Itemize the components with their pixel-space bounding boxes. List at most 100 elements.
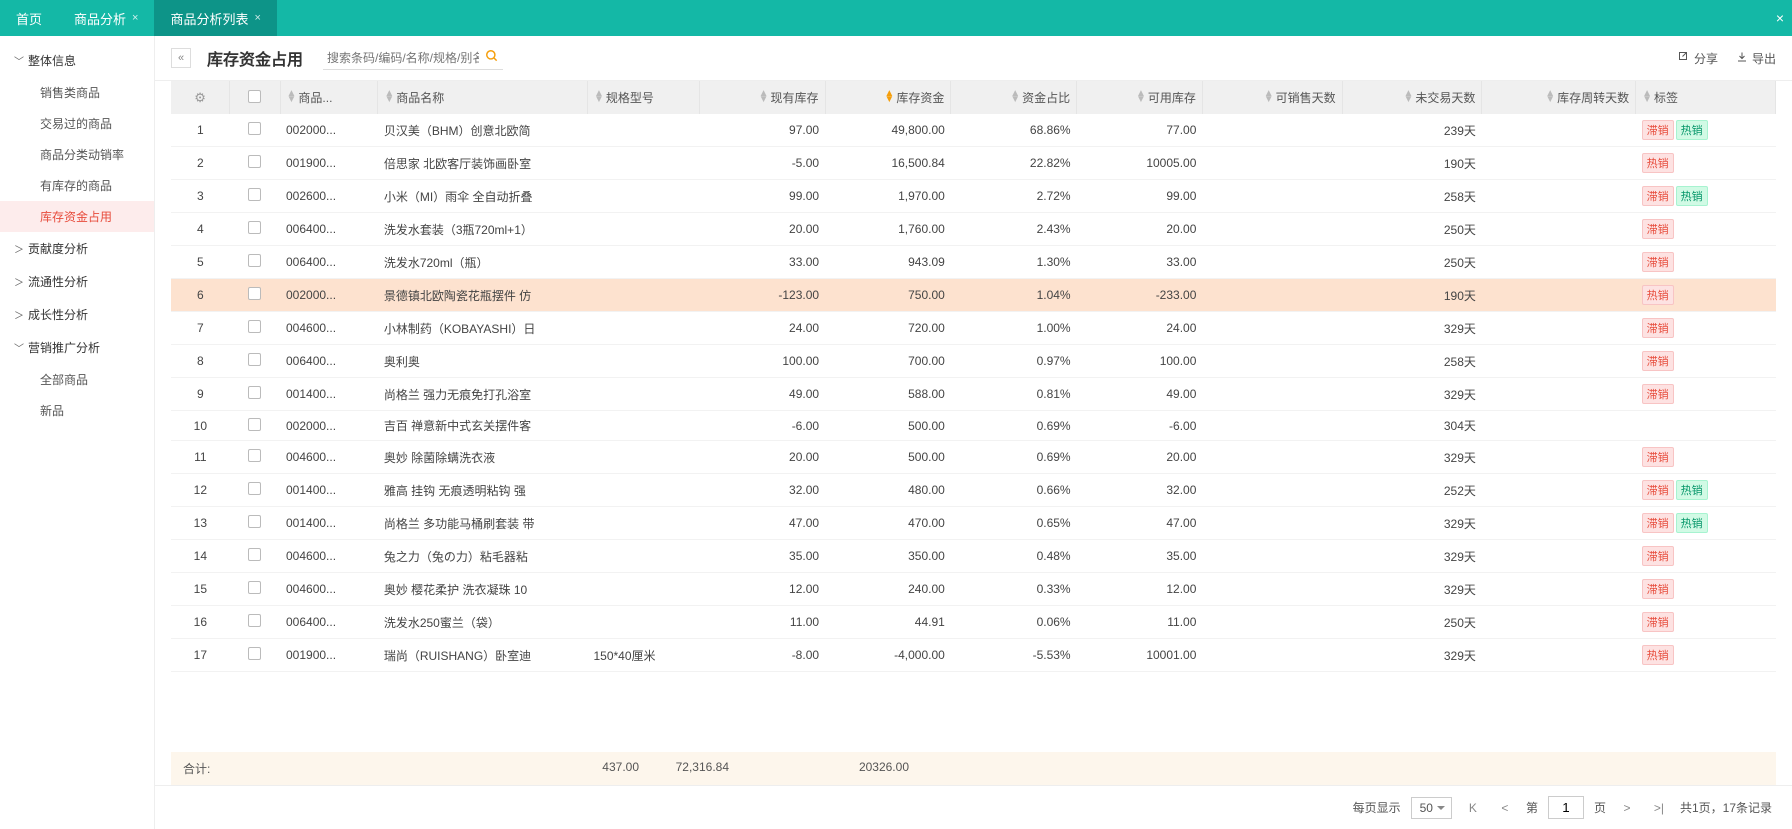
- sort-icon: ▲▼: [287, 91, 297, 103]
- tab-1[interactable]: 商品分析×: [58, 0, 154, 36]
- table-row[interactable]: 14004600...兔之力（兔の力）粘毛器粘35.00350.000.48%3…: [171, 540, 1776, 573]
- sidebar-item[interactable]: 商品分类动销率: [0, 139, 154, 170]
- cell-avail: 47.00: [1077, 507, 1203, 540]
- sidebar-item[interactable]: 有库存的商品: [0, 170, 154, 201]
- table-row[interactable]: 7004600...小林制药（KOBAYASHI）日24.00720.001.0…: [171, 312, 1776, 345]
- tab-0[interactable]: 首页: [0, 0, 58, 36]
- tab-2[interactable]: 商品分析列表×: [154, 0, 276, 36]
- cell-name: 雅高 挂钩 无痕透明粘钩 强: [378, 474, 588, 507]
- column-header-saledays[interactable]: ▲▼可销售天数: [1202, 81, 1342, 114]
- table-row[interactable]: 8006400...奥利奥100.00700.000.97%100.00258天…: [171, 345, 1776, 378]
- row-checkbox[interactable]: [248, 122, 261, 135]
- cell-spec: [587, 474, 699, 507]
- table-row[interactable]: 5006400...洗发水720ml（瓶）33.00943.091.30%33.…: [171, 246, 1776, 279]
- page-first-button[interactable]: K: [1462, 797, 1484, 819]
- column-header-nodeal[interactable]: ▲▼未交易天数: [1342, 81, 1482, 114]
- sidebar-item[interactable]: 新品: [0, 395, 154, 426]
- cell-tags: 滞销: [1636, 540, 1776, 573]
- cell-avail: 32.00: [1077, 474, 1203, 507]
- table-row[interactable]: 3002600...小米（MI）雨伞 全自动折叠99.001,970.002.7…: [171, 180, 1776, 213]
- cell-nodeal: 304天: [1342, 411, 1482, 441]
- table-row[interactable]: 10002000...吉百 禅意新中式玄关摆件客-6.00500.000.69%…: [171, 411, 1776, 441]
- table-row[interactable]: 2001900...倍思家 北欧客厅装饰画卧室-5.0016,500.8422.…: [171, 147, 1776, 180]
- row-checkbox[interactable]: [248, 614, 261, 627]
- collapse-sidebar-button[interactable]: «: [171, 48, 191, 68]
- table-row[interactable]: 12001400...雅高 挂钩 无痕透明粘钩 强32.00480.000.66…: [171, 474, 1776, 507]
- gear-icon[interactable]: ⚙: [194, 90, 206, 105]
- sidebar-item[interactable]: 库存资金占用: [0, 201, 154, 232]
- column-header-stock[interactable]: ▲▼现有库存: [699, 81, 825, 114]
- cell-chk: [230, 180, 280, 213]
- sidebar-item[interactable]: 销售类商品: [0, 77, 154, 108]
- sidebar-group-4[interactable]: ﹀营销推广分析: [0, 331, 154, 364]
- sidebar-group-label: 整体信息: [28, 52, 76, 69]
- export-button[interactable]: 导出: [1736, 50, 1776, 67]
- sidebar-item[interactable]: 全部商品: [0, 364, 154, 395]
- row-checkbox[interactable]: [248, 353, 261, 366]
- table-row[interactable]: 4006400...洗发水套装（3瓶720ml+1）20.001,760.002…: [171, 213, 1776, 246]
- chevron-down-icon: ﹀: [14, 53, 24, 68]
- row-checkbox[interactable]: [248, 155, 261, 168]
- table-row[interactable]: 15004600...奥妙 樱花柔护 洗衣凝珠 1012.00240.000.3…: [171, 573, 1776, 606]
- page-last-button[interactable]: >|: [1648, 797, 1670, 819]
- row-checkbox[interactable]: [248, 449, 261, 462]
- row-checkbox[interactable]: [248, 386, 261, 399]
- table-row[interactable]: 9001400...尚格兰 强力无痕免打孔浴室49.00588.000.81%4…: [171, 378, 1776, 411]
- share-button[interactable]: 分享: [1678, 50, 1718, 67]
- cell-pct: 0.66%: [951, 474, 1077, 507]
- sort-icon: ▲▼: [1136, 91, 1146, 103]
- tag-hot: 热销: [1676, 480, 1708, 500]
- page-prev-button[interactable]: <: [1494, 797, 1516, 819]
- table-row[interactable]: 17001900...瑞尚（RUISHANG）卧室迪150*40厘米-8.00-…: [171, 639, 1776, 672]
- column-header-turndays[interactable]: ▲▼库存周转天数: [1482, 81, 1636, 114]
- row-checkbox[interactable]: [248, 188, 261, 201]
- row-checkbox[interactable]: [248, 287, 261, 300]
- row-checkbox[interactable]: [248, 647, 261, 660]
- chevron-right-icon: ＞: [14, 241, 24, 256]
- cell-idx: 2: [171, 147, 230, 180]
- tab-close-icon[interactable]: ×: [132, 12, 138, 24]
- row-checkbox[interactable]: [248, 581, 261, 594]
- row-checkbox[interactable]: [248, 418, 261, 431]
- sidebar-group-1[interactable]: ＞贡献度分析: [0, 232, 154, 265]
- sidebar-group-0[interactable]: ﹀ 整体信息: [0, 44, 154, 77]
- row-checkbox[interactable]: [248, 482, 261, 495]
- cell-tags: 滞销热销: [1636, 180, 1776, 213]
- cell-turndays: [1482, 246, 1636, 279]
- column-header-pct[interactable]: ▲▼资金占比: [951, 81, 1077, 114]
- table-row[interactable]: 16006400...洗发水250蜜兰（袋）11.0044.910.06%11.…: [171, 606, 1776, 639]
- table-row[interactable]: 6002000...景德镇北欧陶瓷花瓶摆件 仿-123.00750.001.04…: [171, 279, 1776, 312]
- search-icon[interactable]: [485, 49, 499, 66]
- table-row[interactable]: 13001400...尚格兰 多功能马桶刷套装 带47.00470.000.65…: [171, 507, 1776, 540]
- row-checkbox[interactable]: [248, 515, 261, 528]
- cell-stock: -6.00: [699, 411, 825, 441]
- cell-code: 001900...: [280, 639, 378, 672]
- column-label: 规格型号: [606, 91, 654, 105]
- column-header-funds[interactable]: ▲▼库存资金: [825, 81, 951, 114]
- checkbox-all[interactable]: [248, 90, 261, 103]
- page-input[interactable]: [1548, 796, 1584, 819]
- page-next-button[interactable]: >: [1616, 797, 1638, 819]
- sidebar-group-3[interactable]: ＞成长性分析: [0, 298, 154, 331]
- page-size-select[interactable]: 50: [1411, 797, 1452, 819]
- tab-bar-close-icon[interactable]: ×: [1776, 10, 1784, 26]
- search-input[interactable]: [323, 47, 503, 70]
- cell-code: 006400...: [280, 345, 378, 378]
- row-checkbox[interactable]: [248, 254, 261, 267]
- column-header-spec[interactable]: ▲▼规格型号: [587, 81, 699, 114]
- row-checkbox[interactable]: [248, 320, 261, 333]
- tab-close-icon[interactable]: ×: [254, 12, 260, 24]
- column-header-avail[interactable]: ▲▼可用库存: [1077, 81, 1203, 114]
- cell-avail: 99.00: [1077, 180, 1203, 213]
- column-header-tags[interactable]: ▲▼标签: [1636, 81, 1776, 114]
- cell-tags: 滞销热销: [1636, 114, 1776, 147]
- table-row[interactable]: 11004600...奥妙 除菌除螨洗衣液20.00500.000.69%20.…: [171, 441, 1776, 474]
- cell-saledays: [1202, 606, 1342, 639]
- row-checkbox[interactable]: [248, 221, 261, 234]
- column-header-code[interactable]: ▲▼商品...: [280, 81, 378, 114]
- sidebar-group-2[interactable]: ＞流通性分析: [0, 265, 154, 298]
- table-row[interactable]: 1002000...贝汉美（BHM）创意北欧简97.0049,800.0068.…: [171, 114, 1776, 147]
- row-checkbox[interactable]: [248, 548, 261, 561]
- sidebar-item[interactable]: 交易过的商品: [0, 108, 154, 139]
- column-header-name[interactable]: ▲▼商品名称: [378, 81, 588, 114]
